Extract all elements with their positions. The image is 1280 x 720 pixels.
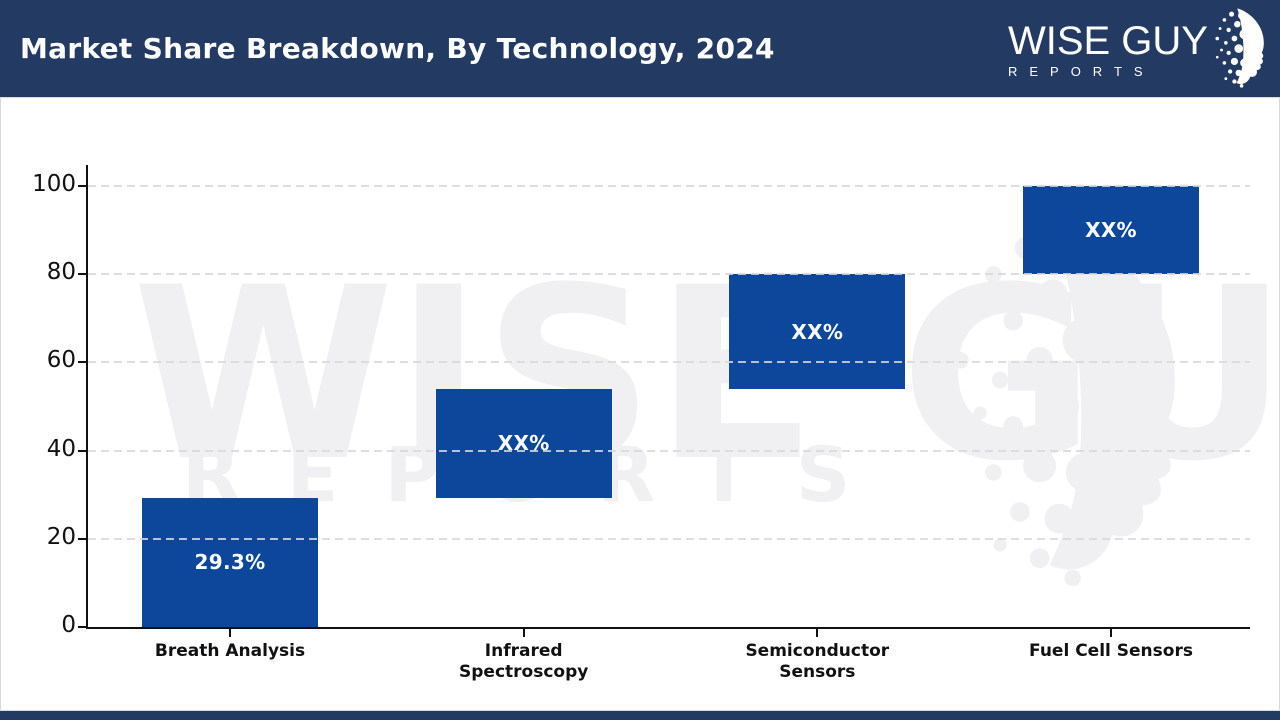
bar: XX% bbox=[1023, 186, 1199, 275]
x-tick-mark bbox=[522, 629, 525, 637]
gridline bbox=[88, 537, 1250, 540]
y-tick-mark bbox=[78, 185, 86, 187]
bar-value-label: XX% bbox=[1085, 218, 1137, 243]
bar-value-label: XX% bbox=[497, 431, 550, 456]
y-tick-mark bbox=[78, 449, 86, 452]
bar: 29.3% bbox=[142, 497, 318, 627]
x-category-label: Breath Analysis bbox=[154, 641, 306, 661]
bar-value-label: XX% bbox=[791, 319, 844, 344]
y-axis-line bbox=[86, 165, 88, 629]
y-tick-label: 20 bbox=[46, 523, 76, 550]
logo-wordmark: WISE GUY bbox=[1007, 19, 1208, 63]
x-axis-line bbox=[86, 627, 1250, 629]
y-tick-mark bbox=[78, 537, 86, 540]
y-tick-label: 0 bbox=[61, 612, 76, 638]
page-title: Market Share Breakdown, By Technology, 2… bbox=[20, 32, 775, 65]
bar: XX% bbox=[729, 274, 906, 389]
y-tick-label: 80 bbox=[46, 259, 76, 286]
logo-subtitle: REPORTS bbox=[1007, 64, 1155, 79]
x-tick-mark bbox=[1110, 629, 1112, 637]
gridline bbox=[88, 185, 1250, 187]
x-tick-mark bbox=[816, 629, 819, 637]
gridline bbox=[88, 273, 1250, 276]
bar: XX% bbox=[435, 388, 612, 498]
gridline bbox=[88, 361, 1250, 364]
y-tick-label: 100 bbox=[32, 171, 76, 197]
y-tick-mark bbox=[78, 361, 86, 364]
bar-value-label: 29.3% bbox=[194, 550, 266, 575]
x-tick-mark bbox=[229, 629, 231, 637]
footer-bar bbox=[0, 711, 1280, 720]
gridline bbox=[88, 449, 1250, 452]
logo-text: WISE GUY REPORTS bbox=[1008, 20, 1208, 79]
y-tick-label: 40 bbox=[46, 435, 76, 462]
wise-guy-logo: WISE GUY REPORTS bbox=[1008, 7, 1280, 93]
header: Market Share Breakdown, By Technology, 2… bbox=[0, 0, 1280, 97]
x-category-label: Semiconductor Sensors bbox=[745, 641, 890, 683]
y-tick-mark bbox=[78, 273, 86, 276]
x-category-label: Infrared Spectroscopy bbox=[459, 641, 589, 683]
y-tick-label: 60 bbox=[46, 347, 76, 374]
y-tick-mark bbox=[78, 626, 86, 628]
x-category-label: Fuel Cell Sensors bbox=[1029, 641, 1193, 661]
